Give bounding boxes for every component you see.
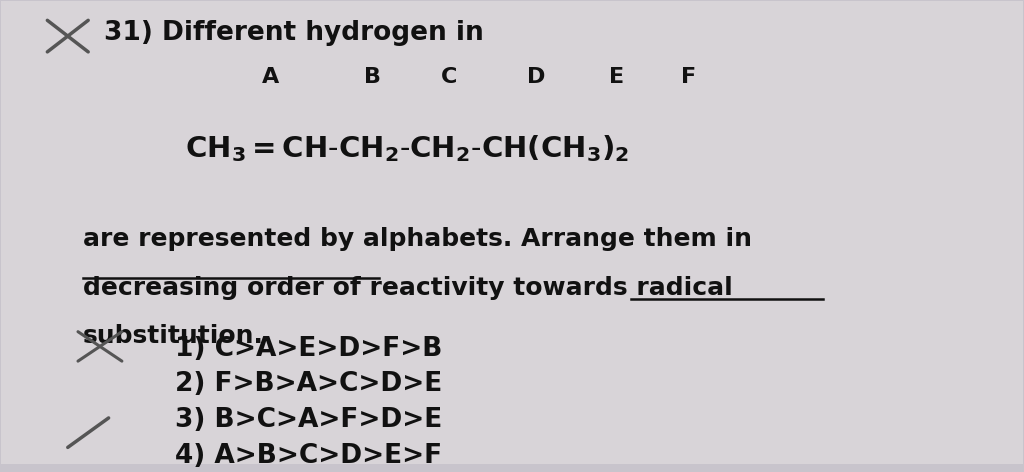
Text: substitution.: substitution. — [83, 324, 264, 348]
Text: E: E — [609, 67, 625, 87]
Text: 4) A>B>C>D>E>F: 4) A>B>C>D>E>F — [175, 443, 442, 469]
Text: D: D — [527, 67, 546, 87]
Text: F: F — [681, 67, 695, 87]
Text: 1) C>A>E>D>F>B: 1) C>A>E>D>F>B — [175, 336, 442, 362]
Text: 2) F>B>A>C>D>E: 2) F>B>A>C>D>E — [175, 371, 442, 397]
Text: 31) Different hydrogen in: 31) Different hydrogen in — [103, 20, 483, 46]
Text: $\mathbf{CH_3{=}CH{\text{-}}CH_2{\text{-}}CH_2{\text{-}}CH(CH_3)_2}$: $\mathbf{CH_3{=}CH{\text{-}}CH_2{\text{-… — [185, 133, 630, 164]
Text: decreasing order of reactivity towards radical: decreasing order of reactivity towards r… — [83, 276, 733, 300]
Text: 3) B>C>A>F>D>E: 3) B>C>A>F>D>E — [175, 407, 442, 433]
Text: are represented by alphabets. Arrange them in: are represented by alphabets. Arrange th… — [83, 227, 752, 251]
Text: B: B — [364, 67, 381, 87]
Text: A: A — [262, 67, 280, 87]
Text: C: C — [440, 67, 457, 87]
FancyBboxPatch shape — [1, 1, 1023, 464]
